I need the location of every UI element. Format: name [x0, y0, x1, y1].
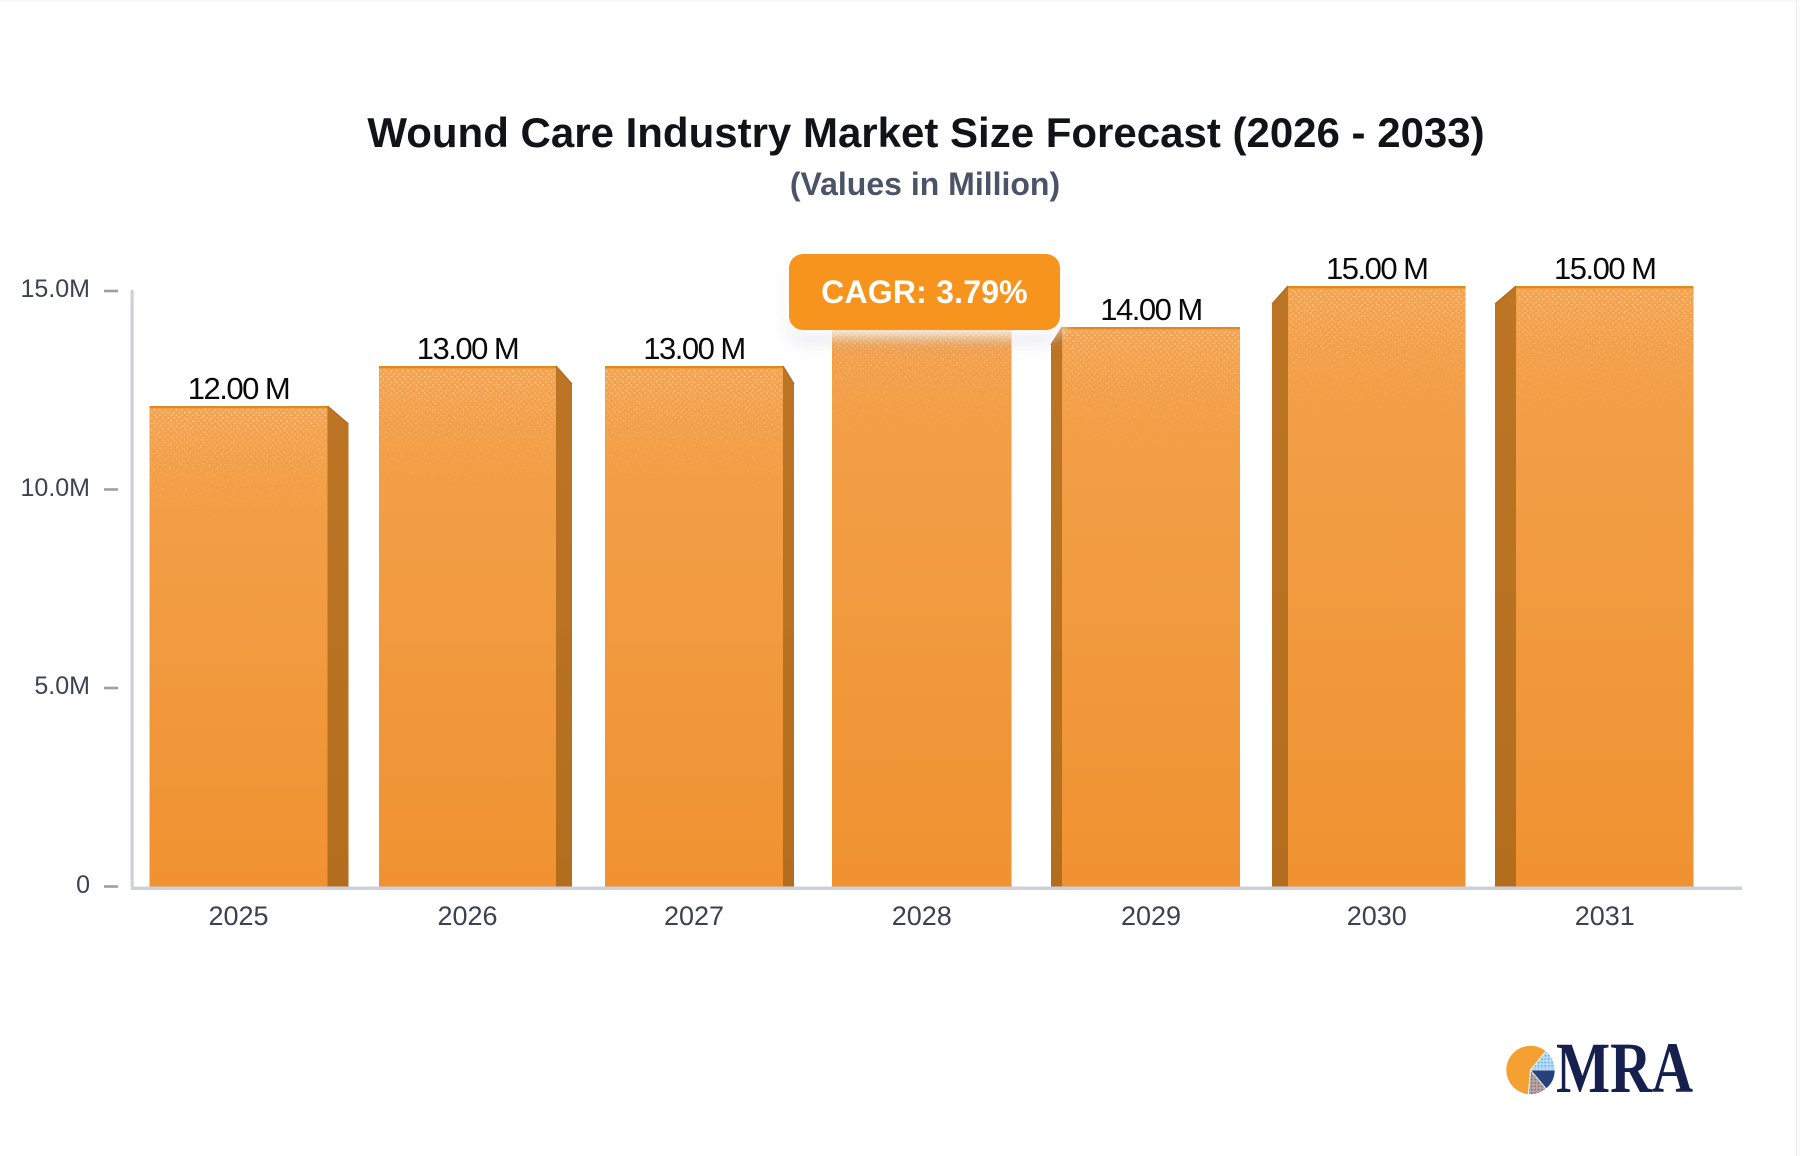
svg-text:MRA: MRA: [1556, 1028, 1693, 1108]
